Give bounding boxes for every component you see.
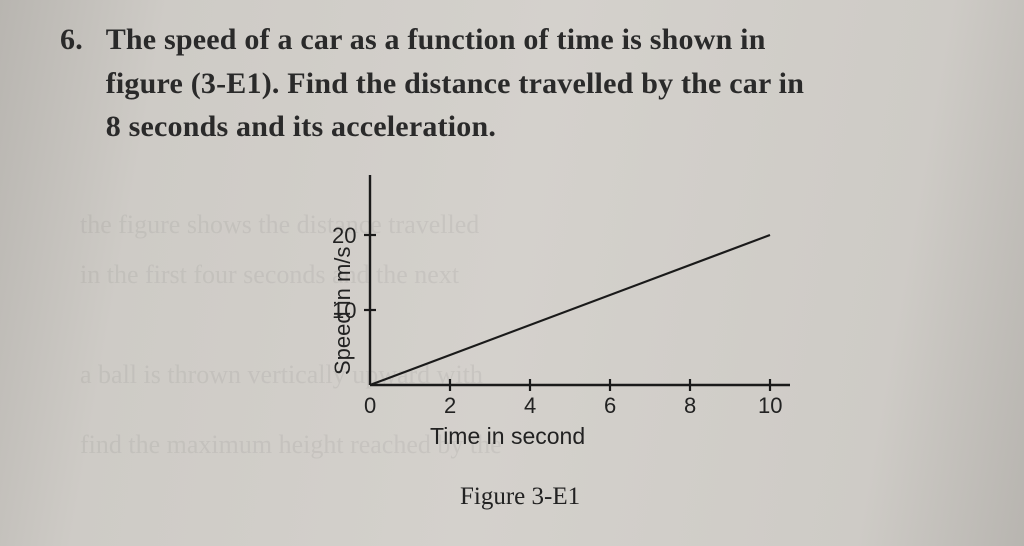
x-tick-label: 0 [364,393,376,419]
x-tick-label: 6 [604,393,616,419]
x-tick-label: 2 [444,393,456,419]
y-tick-label: 10 [332,298,356,324]
page: 6. The speed of a car as a function of t… [0,0,1024,546]
x-tick-label: 8 [684,393,696,419]
question-number: 6. [60,18,98,62]
question-line-1: The speed of a car as a function of time… [106,23,766,56]
x-tick-label: 4 [524,393,536,419]
y-tick-label: 20 [332,223,356,249]
x-axis-label: Time in second [430,423,585,450]
question-line-3: 8 seconds and its acceleration. [106,110,496,143]
question-block: 6. The speed of a car as a function of t… [60,18,984,149]
question-line-2: figure (3-E1). Find the distance travell… [106,67,804,100]
x-tick-label: 10 [758,393,782,419]
figure-chart: Speed in m/s Time in second Figure 3-E1 … [270,175,790,525]
question-text: The speed of a car as a function of time… [106,18,966,149]
figure-caption: Figure 3-E1 [460,483,580,511]
